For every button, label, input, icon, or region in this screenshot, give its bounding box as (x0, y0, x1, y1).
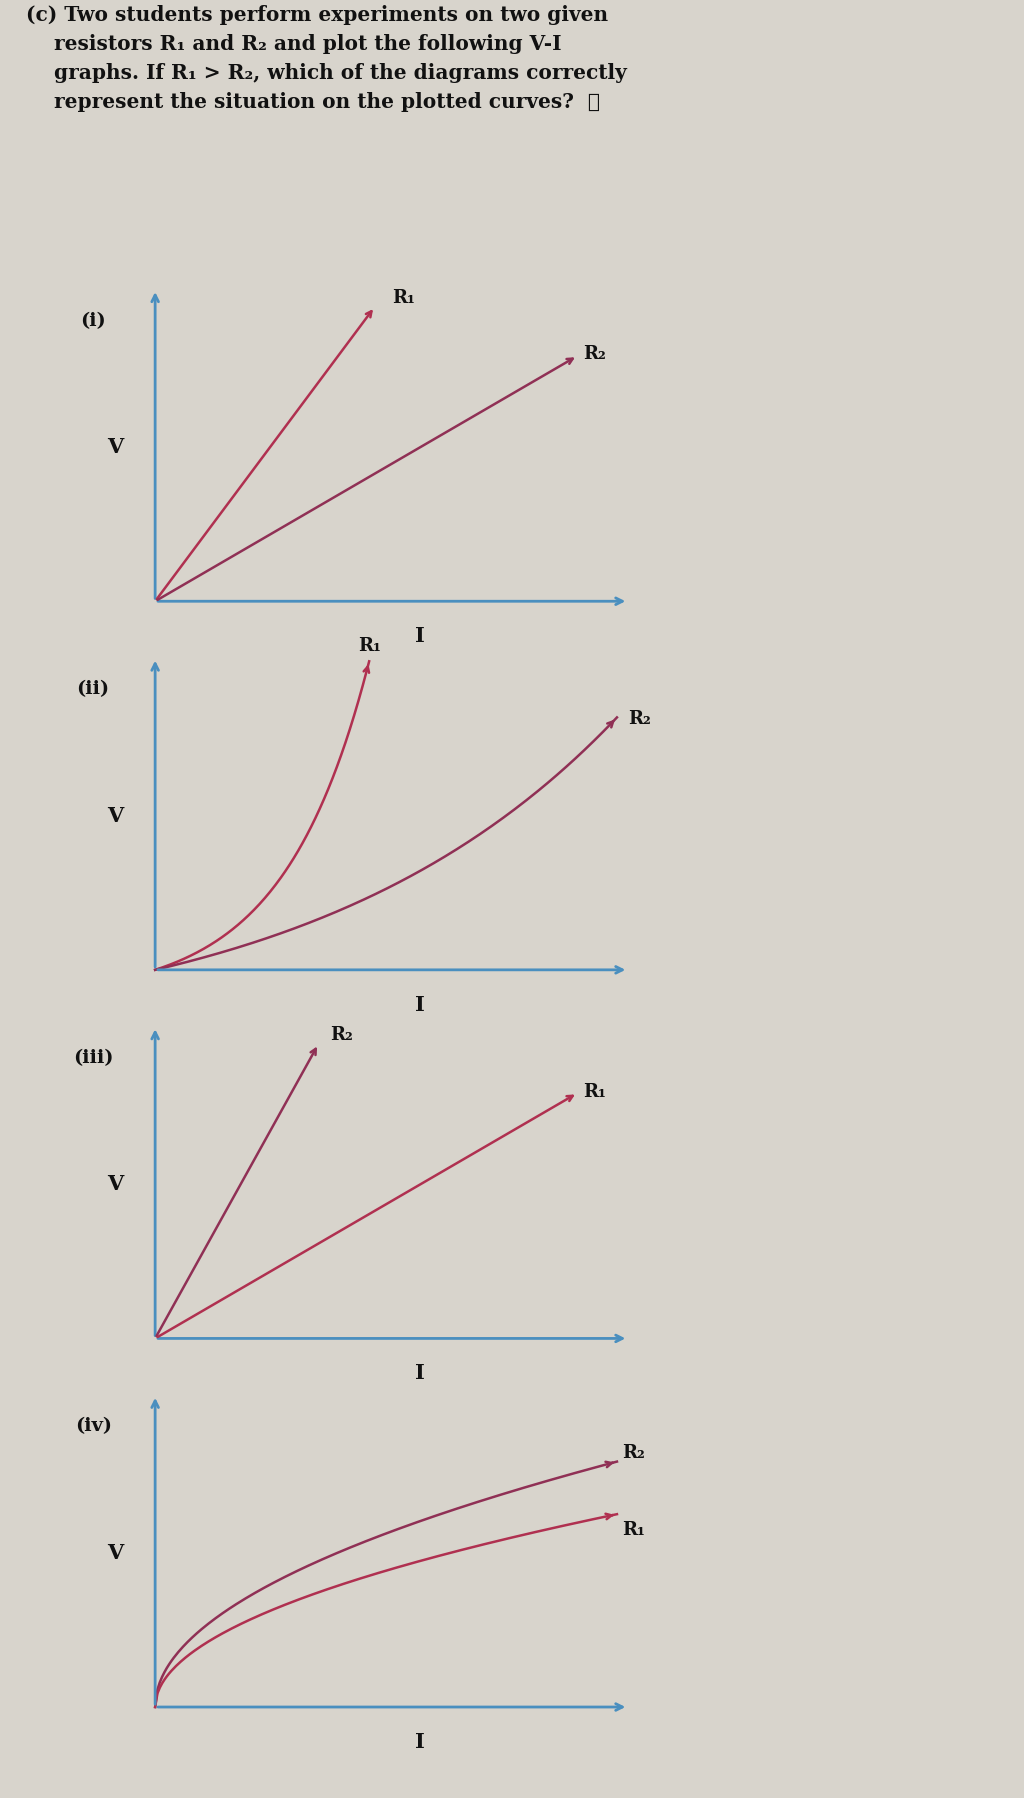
Text: R₂: R₂ (584, 345, 606, 363)
Text: V: V (108, 437, 124, 457)
Text: V: V (108, 1543, 124, 1562)
Text: I: I (415, 1363, 425, 1383)
Text: R₁: R₁ (358, 636, 381, 654)
Text: R₁: R₁ (392, 289, 415, 307)
Text: (c) Two students perform experiments on two given
    resistors R₁ and R₂ and pl: (c) Two students perform experiments on … (26, 5, 627, 111)
Text: (iii): (iii) (73, 1048, 114, 1066)
Text: R₁: R₁ (623, 1521, 645, 1539)
Text: I: I (415, 994, 425, 1014)
Text: R₁: R₁ (584, 1082, 606, 1100)
Text: (iv): (iv) (75, 1417, 112, 1435)
Text: R₂: R₂ (623, 1444, 645, 1462)
Text: V: V (108, 1174, 124, 1194)
Text: V: V (108, 806, 124, 825)
Text: I: I (415, 1731, 425, 1751)
Text: R₂: R₂ (628, 710, 651, 728)
Text: (ii): (ii) (77, 680, 110, 698)
Text: I: I (415, 626, 425, 645)
Text: R₂: R₂ (330, 1027, 352, 1045)
Text: (i): (i) (80, 311, 106, 329)
